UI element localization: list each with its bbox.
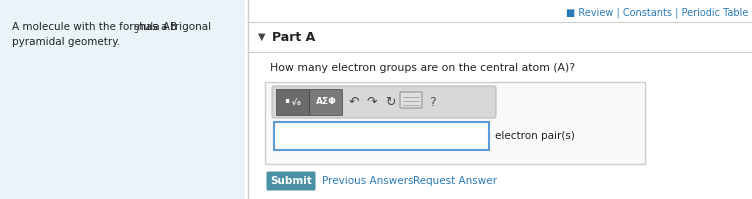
Text: Previous Answers: Previous Answers: [322, 176, 414, 186]
Text: How many electron groups are on the central atom (A)?: How many electron groups are on the cent…: [270, 63, 575, 73]
FancyBboxPatch shape: [274, 122, 489, 150]
FancyBboxPatch shape: [276, 89, 309, 115]
FancyBboxPatch shape: [0, 0, 245, 199]
Text: 3: 3: [133, 26, 138, 35]
FancyBboxPatch shape: [272, 86, 496, 118]
FancyBboxPatch shape: [265, 82, 645, 164]
Text: Submit: Submit: [270, 176, 312, 186]
Text: ?: ?: [429, 96, 435, 108]
Text: electron pair(s): electron pair(s): [495, 131, 575, 141]
Text: ΑΣΦ: ΑΣΦ: [316, 98, 336, 106]
Text: ↷: ↷: [367, 96, 378, 108]
Text: ▘√₀: ▘√₀: [285, 98, 301, 106]
Text: has a trigonal: has a trigonal: [136, 22, 211, 32]
FancyBboxPatch shape: [309, 89, 342, 115]
Text: Request Answer: Request Answer: [413, 176, 497, 186]
Text: pyramidal geometry.: pyramidal geometry.: [12, 37, 120, 47]
Text: ■ Review | Constants | Periodic Table: ■ Review | Constants | Periodic Table: [566, 8, 748, 19]
Text: ↶: ↶: [349, 96, 359, 108]
Text: ▼: ▼: [258, 32, 265, 42]
Text: A molecule with the formula AB: A molecule with the formula AB: [12, 22, 177, 32]
Text: ↻: ↻: [385, 96, 396, 108]
FancyBboxPatch shape: [400, 92, 422, 108]
FancyBboxPatch shape: [266, 172, 316, 190]
Text: Part A: Part A: [272, 31, 315, 44]
